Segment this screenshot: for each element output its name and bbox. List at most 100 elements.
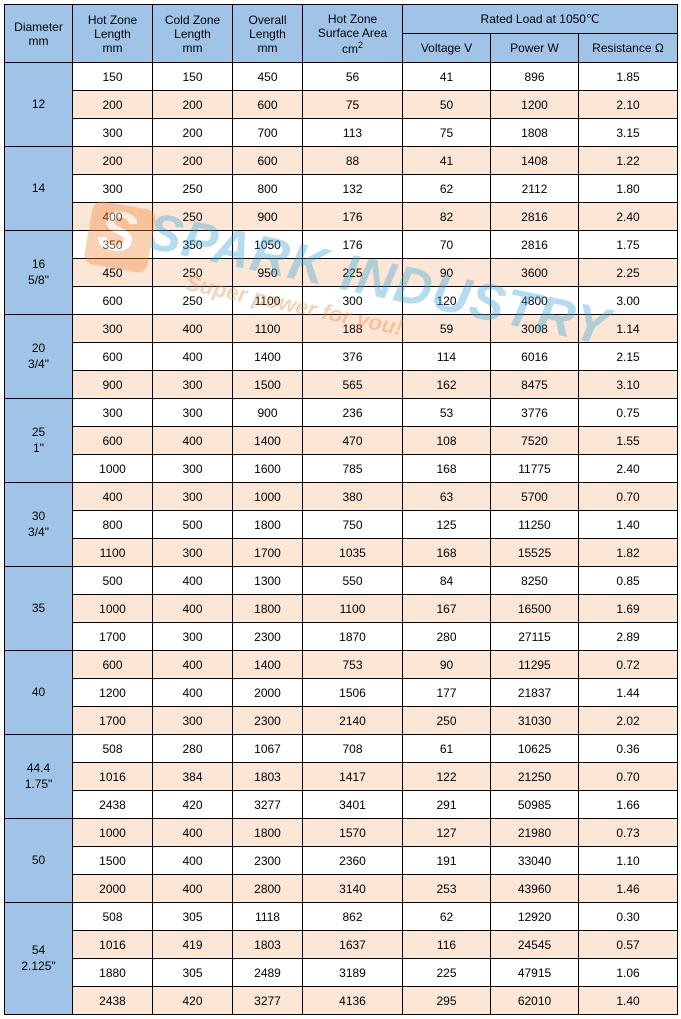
cell-p: 4800: [491, 287, 579, 315]
cell-v: 125: [403, 511, 491, 539]
cell-r: 2.25: [579, 259, 678, 287]
cell-hl: 2438: [73, 987, 153, 1015]
cell-p: 2816: [491, 231, 579, 259]
cell-cl: 300: [153, 399, 233, 427]
cell-p: 43960: [491, 875, 579, 903]
cell-p: 1808: [491, 119, 579, 147]
cell-cl: 400: [153, 875, 233, 903]
cell-ol: 1400: [233, 651, 303, 679]
cell-hl: 1700: [73, 623, 153, 651]
col-voltage: Voltage V: [403, 34, 491, 63]
table-row: 600250110030012048003.00: [5, 287, 678, 315]
cell-sa: 565: [303, 371, 403, 399]
cell-v: 70: [403, 231, 491, 259]
table-row: 3002508001326221121.80: [5, 175, 678, 203]
cell-hl: 600: [73, 287, 153, 315]
table-row: 101638418031417122212500.70: [5, 763, 678, 791]
cell-hl: 200: [73, 147, 153, 175]
cell-v: 122: [403, 763, 491, 791]
table-row: 600400140037611460162.15: [5, 343, 678, 371]
cell-p: 27115: [491, 623, 579, 651]
cell-cl: 420: [153, 987, 233, 1015]
cell-ol: 1067: [233, 735, 303, 763]
cell-ol: 2000: [233, 679, 303, 707]
diameter-cell: 12: [5, 63, 73, 147]
cell-sa: 1570: [303, 819, 403, 847]
col-hot-length: Hot ZoneLengthmm: [73, 5, 153, 63]
cell-ol: 1000: [233, 483, 303, 511]
cell-sa: 376: [303, 343, 403, 371]
cell-sa: 2140: [303, 707, 403, 735]
cell-cl: 400: [153, 427, 233, 455]
cell-ol: 800: [233, 175, 303, 203]
cell-v: 90: [403, 259, 491, 287]
cell-ol: 600: [233, 147, 303, 175]
cell-r: 0.70: [579, 763, 678, 791]
cell-cl: 305: [153, 959, 233, 987]
cell-hl: 300: [73, 315, 153, 343]
table-row: 14200200600884114081.22: [5, 147, 678, 175]
cell-cl: 280: [153, 735, 233, 763]
cell-p: 3008: [491, 315, 579, 343]
table-row: 110030017001035168155251.82: [5, 539, 678, 567]
cell-sa: 300: [303, 287, 403, 315]
cell-r: 1.66: [579, 791, 678, 819]
col-power: Power W: [491, 34, 579, 63]
cell-sa: 380: [303, 483, 403, 511]
cell-hl: 350: [73, 231, 153, 259]
cell-cl: 300: [153, 707, 233, 735]
cell-hl: 300: [73, 119, 153, 147]
cell-v: 50: [403, 91, 491, 119]
cell-cl: 250: [153, 175, 233, 203]
cell-p: 62010: [491, 987, 579, 1015]
cell-ol: 1400: [233, 427, 303, 455]
cell-v: 168: [403, 455, 491, 483]
cell-hl: 600: [73, 427, 153, 455]
table-row: 1215015045056418961.85: [5, 63, 678, 91]
cell-hl: 500: [73, 567, 153, 595]
cell-sa: 550: [303, 567, 403, 595]
cell-sa: 1100: [303, 595, 403, 623]
diameter-cell: 40: [5, 651, 73, 735]
cell-sa: 785: [303, 455, 403, 483]
table-row: 8005001800750125112501.40: [5, 511, 678, 539]
cell-v: 225: [403, 959, 491, 987]
cell-sa: 88: [303, 147, 403, 175]
cell-p: 15525: [491, 539, 579, 567]
cell-r: 3.00: [579, 287, 678, 315]
spec-table: Diametermm Hot ZoneLengthmm Cold ZoneLen…: [4, 4, 678, 1015]
cell-hl: 400: [73, 203, 153, 231]
cell-p: 31030: [491, 707, 579, 735]
cell-r: 1.40: [579, 987, 678, 1015]
cell-v: 90: [403, 651, 491, 679]
cell-ol: 1100: [233, 315, 303, 343]
cell-sa: 3140: [303, 875, 403, 903]
cell-ol: 2300: [233, 623, 303, 651]
cell-v: 61: [403, 735, 491, 763]
table-row: 40600400140075390112950.72: [5, 651, 678, 679]
table-row: 243842032774136295620101.40: [5, 987, 678, 1015]
table-row: 303/4"40030010003806357000.70: [5, 483, 678, 511]
cell-sa: 1870: [303, 623, 403, 651]
cell-cl: 400: [153, 315, 233, 343]
table-row: 243842032773401291509851.66: [5, 791, 678, 819]
cell-cl: 300: [153, 371, 233, 399]
cell-ol: 3277: [233, 791, 303, 819]
cell-cl: 400: [153, 595, 233, 623]
table-row: 203/4"30040011001885930081.14: [5, 315, 678, 343]
cell-v: 84: [403, 567, 491, 595]
cell-cl: 419: [153, 931, 233, 959]
table-row: 165/8"35035010501767028161.75: [5, 231, 678, 259]
cell-v: 177: [403, 679, 491, 707]
cell-cl: 250: [153, 287, 233, 315]
cell-hl: 1000: [73, 819, 153, 847]
cell-sa: 1506: [303, 679, 403, 707]
cell-v: 116: [403, 931, 491, 959]
cell-hl: 600: [73, 651, 153, 679]
cell-ol: 700: [233, 119, 303, 147]
cell-hl: 800: [73, 511, 153, 539]
table-row: 3002007001137518083.15: [5, 119, 678, 147]
cell-hl: 200: [73, 91, 153, 119]
cell-hl: 300: [73, 399, 153, 427]
cell-r: 0.85: [579, 567, 678, 595]
